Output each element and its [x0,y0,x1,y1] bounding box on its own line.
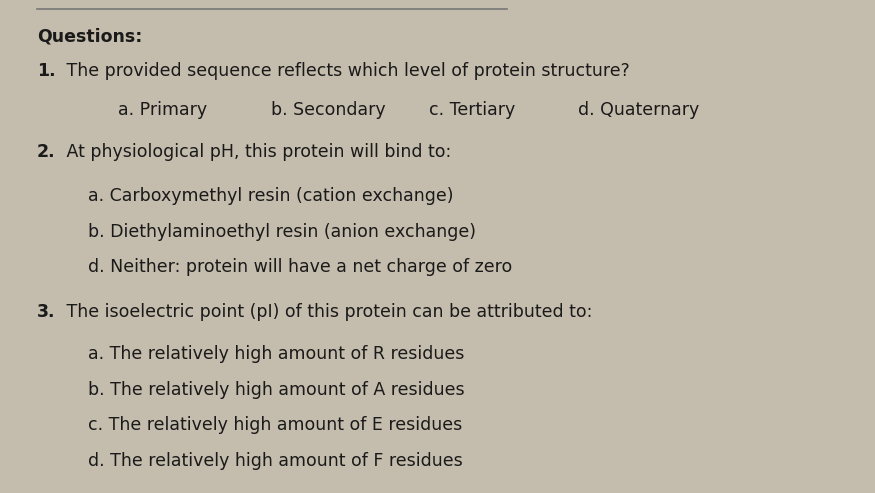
Text: The isoelectric point (pI) of this protein can be attributed to:: The isoelectric point (pI) of this prote… [60,303,592,321]
Text: 2.: 2. [37,143,55,161]
Text: Questions:: Questions: [37,27,142,45]
Text: c. The relatively high amount of E residues: c. The relatively high amount of E resid… [88,416,462,434]
Text: b. Secondary: b. Secondary [271,101,386,119]
Text: The provided sequence reflects which level of protein structure?: The provided sequence reflects which lev… [60,62,629,80]
Text: 1.: 1. [37,62,55,80]
Text: At physiological pH, this protein will bind to:: At physiological pH, this protein will b… [60,143,451,161]
Text: d. The relatively high amount of F residues: d. The relatively high amount of F resid… [88,452,462,470]
Text: 3.: 3. [37,303,55,321]
Text: a. Carboxymethyl resin (cation exchange): a. Carboxymethyl resin (cation exchange) [88,187,453,206]
Text: d. Neither: protein will have a net charge of zero: d. Neither: protein will have a net char… [88,258,512,277]
Text: a. Primary: a. Primary [118,101,207,119]
Text: d. Quaternary: d. Quaternary [578,101,699,119]
Text: b. The relatively high amount of A residues: b. The relatively high amount of A resid… [88,381,464,399]
Text: a. The relatively high amount of R residues: a. The relatively high amount of R resid… [88,345,464,363]
Text: c. Tertiary: c. Tertiary [429,101,515,119]
Text: b. Diethylaminoethyl resin (anion exchange): b. Diethylaminoethyl resin (anion exchan… [88,223,475,241]
